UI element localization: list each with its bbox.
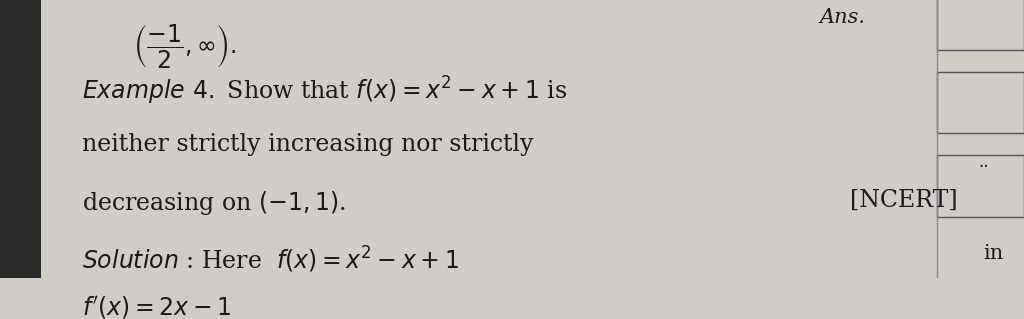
- Text: ..: ..: [978, 153, 988, 171]
- Text: $\it{Solution}$ : Here  $f(x)=x^2-x+1$: $\it{Solution}$ : Here $f(x)=x^2-x+1$: [82, 244, 459, 275]
- Bar: [937, 72, 1024, 133]
- Bar: [937, 155, 1024, 217]
- Text: in: in: [983, 244, 1004, 263]
- Text: $\it{Example\ 4.}$ Show that $f(x)=x^2-x+1$ is: $\it{Example\ 4.}$ Show that $f(x)=x^2-x…: [82, 75, 567, 107]
- Text: neither strictly increasing nor strictly: neither strictly increasing nor strictly: [82, 133, 534, 156]
- Text: [NCERT]: [NCERT]: [850, 189, 957, 212]
- Text: decreasing on $(-1, 1)$.: decreasing on $(-1, 1)$.: [82, 189, 346, 217]
- Text: $f'(x)=2x-1$: $f'(x)=2x-1$: [82, 294, 231, 319]
- Bar: [0, 0, 41, 278]
- Bar: [937, 0, 1024, 50]
- Text: Ans.: Ans.: [819, 8, 865, 27]
- Text: $\left(\dfrac{-1}{2},\infty\right).$: $\left(\dfrac{-1}{2},\infty\right).$: [133, 22, 237, 70]
